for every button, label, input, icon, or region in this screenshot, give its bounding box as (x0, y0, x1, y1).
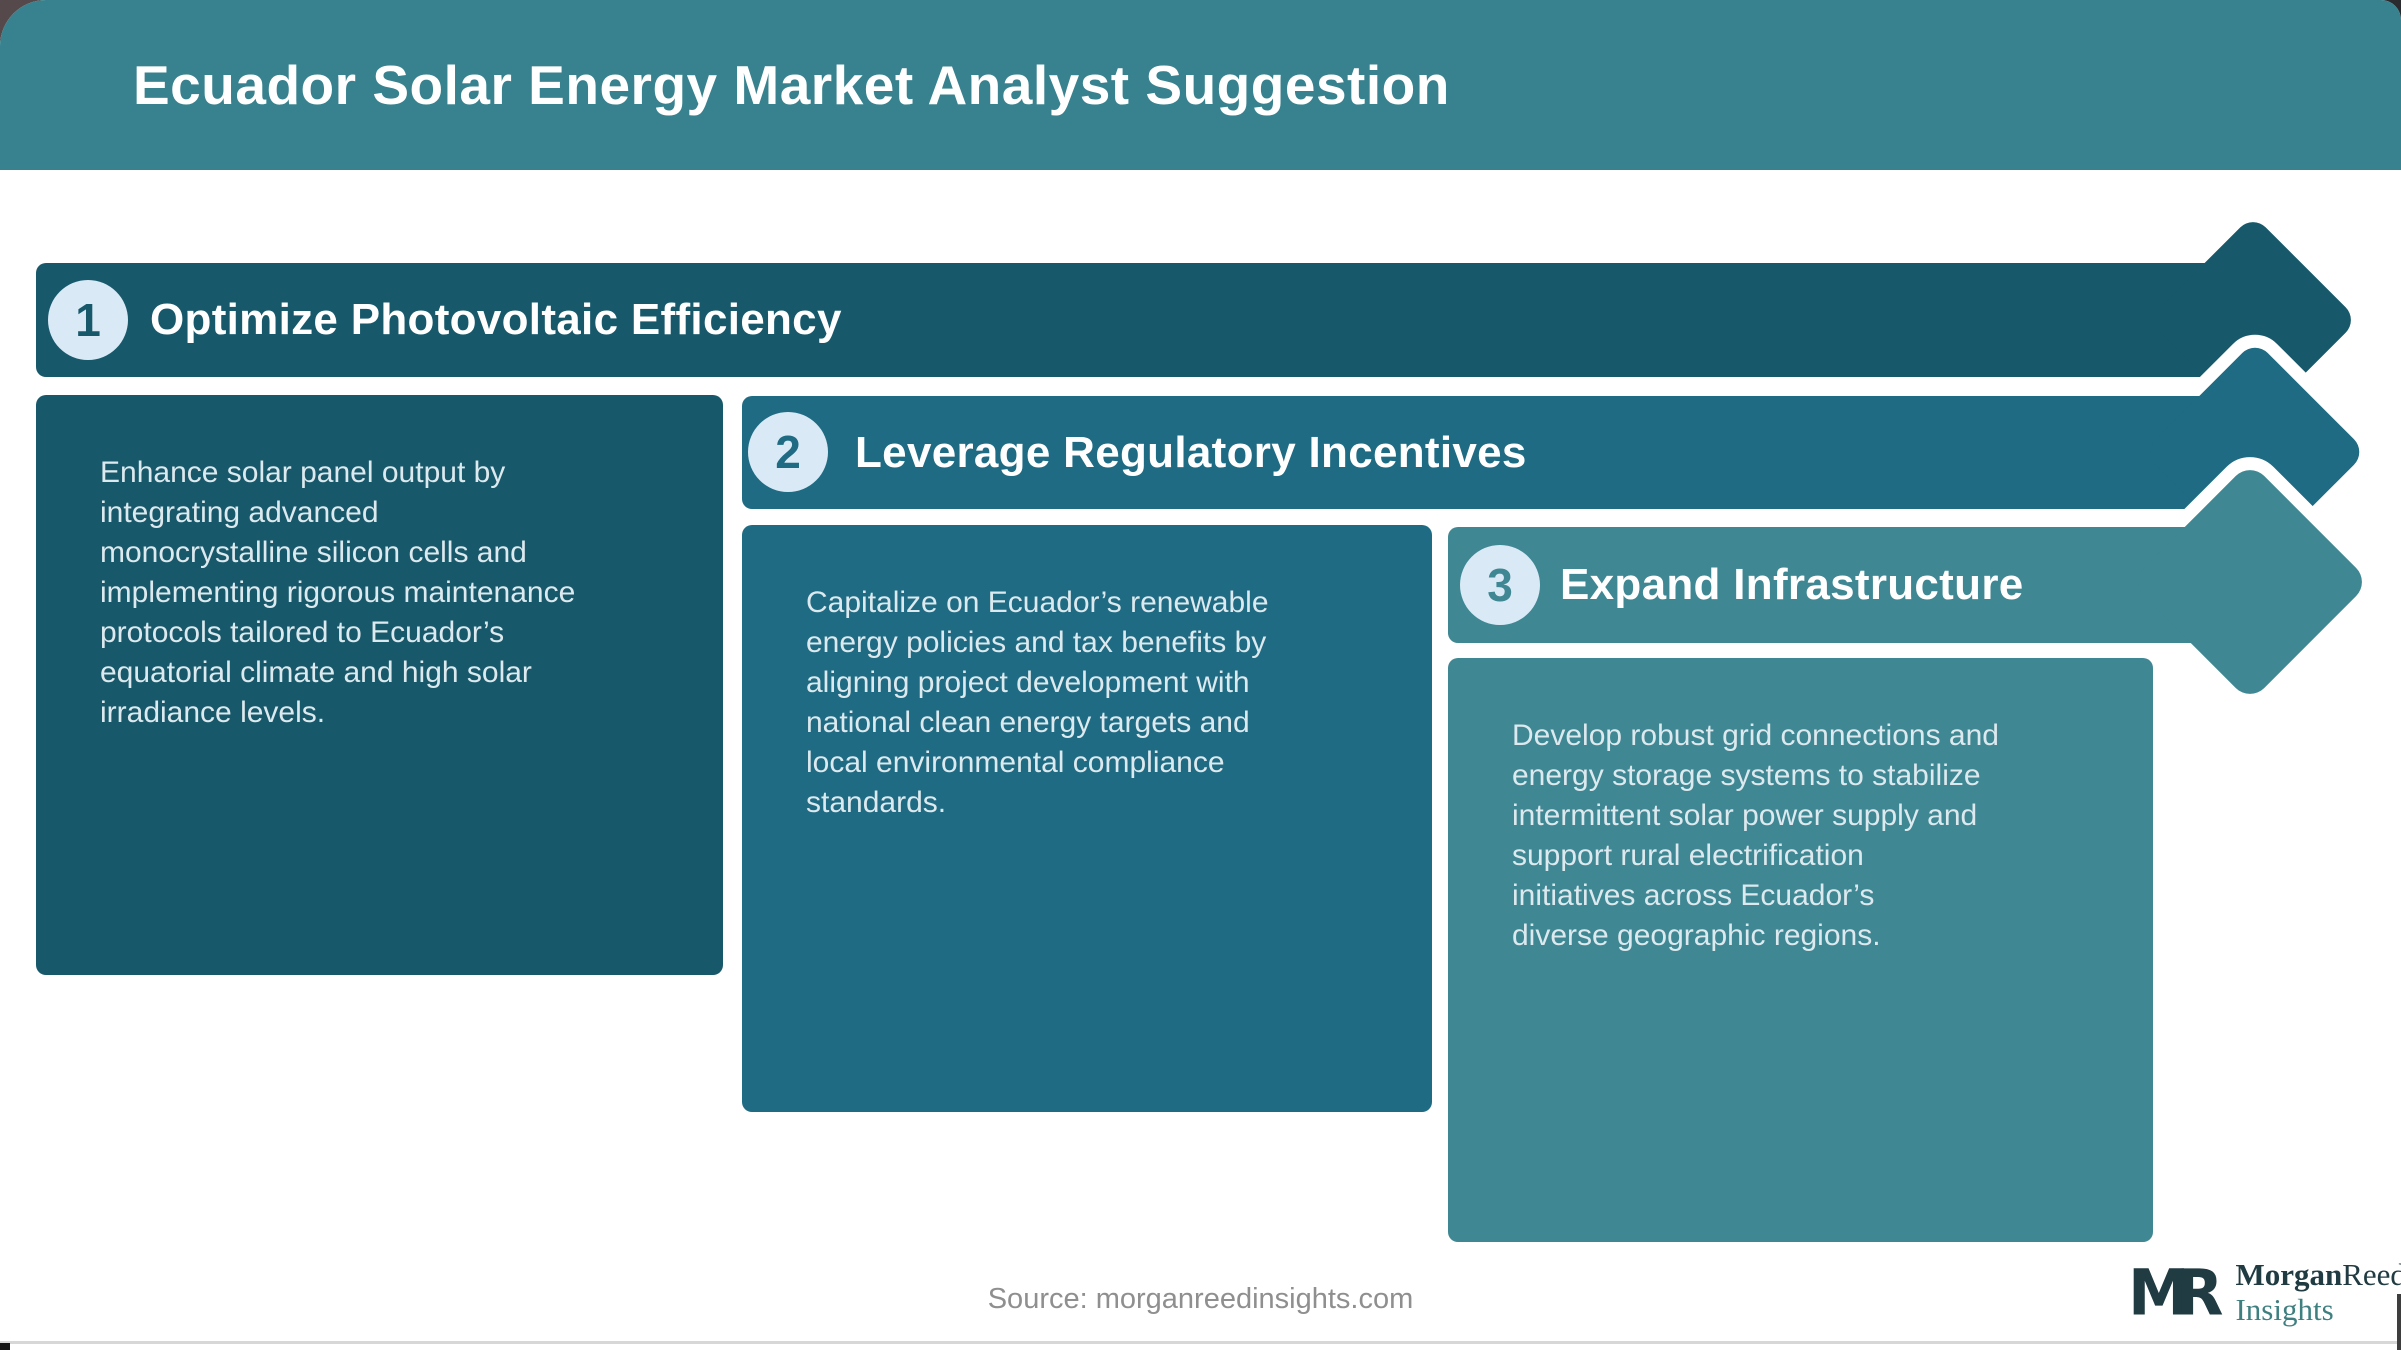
step-description-2: Capitalize on Ecuador’s renewable energy… (806, 586, 1269, 819)
step-title-2: Leverage Regulatory Incentives (855, 427, 1527, 477)
header-bar: Ecuador Solar Energy Market Analyst Sugg… (0, 0, 2401, 170)
brand-name-line1: MorganReed (2235, 1257, 2401, 1293)
step-title-3: Expand Infrastructure (1560, 560, 2024, 609)
brand-monogram: MR (2128, 1254, 2224, 1330)
step-title-1: Optimize Photovoltaic Efficiency (150, 295, 842, 344)
step-number-badge-1: 1 (48, 280, 128, 360)
step-number-badge-2: 2 (748, 412, 828, 492)
source-text: Source: morganreedinsights.com (987, 1283, 1414, 1315)
corner-artifact-bottom-left (0, 1343, 10, 1350)
brand-name-line2: Insights (2235, 1291, 2334, 1327)
step-description-1: Enhance solar panel output by integratin… (100, 456, 576, 729)
description-box-3 (1448, 658, 2153, 1242)
description-box-2 (742, 525, 1432, 1112)
arrow-banner-3 (1435, 457, 2375, 707)
brand-logo: MR MorganReed Insights (2128, 1254, 2401, 1330)
brand-name-regular: Reed (2342, 1257, 2401, 1292)
description-box-1 (36, 395, 723, 975)
slide-bottom-edge (0, 1341, 2401, 1344)
step-number-3: 3 (1487, 559, 1513, 611)
brand-name: MorganReed Insights (2235, 1257, 2401, 1327)
edge-artifact-right (2397, 1294, 2401, 1350)
step-description-3: Develop robust grid connections and ener… (1512, 719, 1999, 952)
brand-name-bold: Morgan (2235, 1257, 2343, 1292)
page-title: Ecuador Solar Energy Market Analyst Sugg… (133, 54, 1450, 116)
step-number-1: 1 (75, 294, 101, 346)
step-number-badge-3: 3 (1460, 545, 1540, 625)
step-number-2: 2 (775, 426, 801, 478)
